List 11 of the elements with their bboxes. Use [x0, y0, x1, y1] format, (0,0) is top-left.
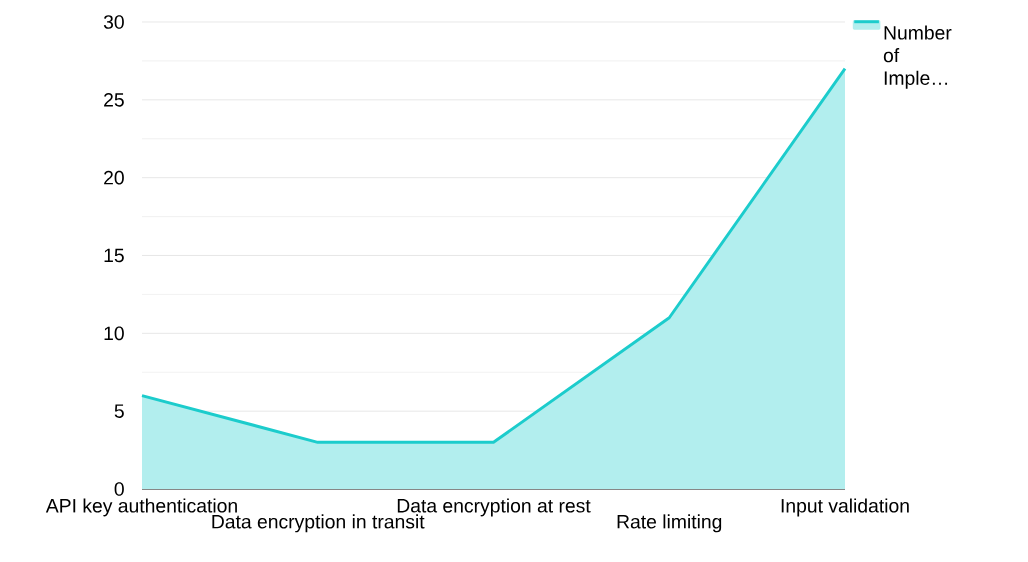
- y-tick-label: 25: [104, 92, 124, 107]
- legend-label: Number of Imple…: [883, 25, 952, 89]
- y-tick-label: 0: [114, 482, 124, 496]
- x-tick-label: Input validation: [781, 498, 909, 517]
- x-tick-label: Rate limiting: [617, 514, 722, 533]
- y-tick-label: 10: [104, 326, 124, 341]
- y-tick-label: 5: [114, 404, 124, 418]
- y-tick-label: 30: [103, 15, 124, 29]
- x-tick-label: Data encryption in transit: [212, 514, 425, 533]
- y-tick-label: 15: [104, 248, 124, 263]
- y-tick-label: 20: [104, 170, 124, 185]
